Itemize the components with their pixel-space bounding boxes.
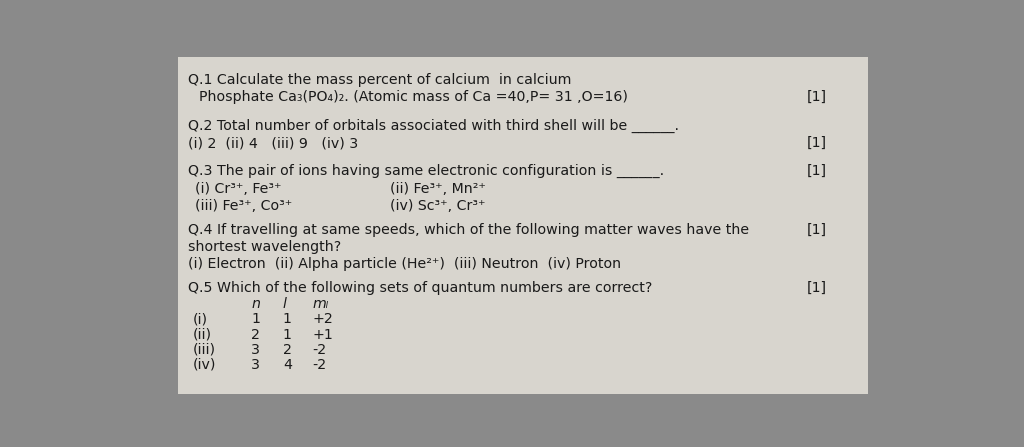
Text: [1]: [1] — [807, 90, 826, 104]
Text: Q.2 Total number of orbitals associated with third shell will be ______.: Q.2 Total number of orbitals associated … — [187, 119, 679, 133]
FancyBboxPatch shape — [178, 57, 868, 394]
Text: -2: -2 — [312, 358, 327, 372]
Text: 1: 1 — [251, 312, 260, 326]
Text: (ii) Fe³⁺, Mn²⁺: (ii) Fe³⁺, Mn²⁺ — [390, 182, 485, 196]
Text: [1]: [1] — [807, 223, 826, 237]
Text: Q.1 Calculate the mass percent of calcium  in calcium: Q.1 Calculate the mass percent of calciu… — [187, 72, 571, 87]
Text: 2: 2 — [283, 343, 292, 357]
Text: mₗ: mₗ — [312, 297, 329, 311]
Text: (i) Cr³⁺, Fe³⁺: (i) Cr³⁺, Fe³⁺ — [196, 182, 282, 196]
Text: +2: +2 — [312, 312, 333, 326]
Text: 1: 1 — [283, 312, 292, 326]
Text: [1]: [1] — [807, 281, 826, 295]
Text: Q.4 If travelling at same speeds, which of the following matter waves have the: Q.4 If travelling at same speeds, which … — [187, 223, 749, 237]
Text: (iii): (iii) — [194, 343, 216, 357]
Text: (i) Electron  (ii) Alpha particle (He²⁺)  (iii) Neutron  (iv) Proton: (i) Electron (ii) Alpha particle (He²⁺) … — [187, 257, 621, 271]
Text: [1]: [1] — [807, 164, 826, 178]
Text: Q.5 Which of the following sets of quantum numbers are correct?: Q.5 Which of the following sets of quant… — [187, 281, 652, 295]
Text: l: l — [283, 297, 287, 311]
Text: +1: +1 — [312, 328, 333, 342]
Text: [1]: [1] — [807, 136, 826, 150]
Text: (iv): (iv) — [194, 358, 216, 372]
Text: Phosphate Ca₃(PO₄)₂. (Atomic mass of Ca =40,P= 31 ,O=16): Phosphate Ca₃(PO₄)₂. (Atomic mass of Ca … — [200, 90, 629, 104]
Text: (i) 2  (ii) 4   (iii) 9   (iv) 3: (i) 2 (ii) 4 (iii) 9 (iv) 3 — [187, 136, 357, 150]
Text: shortest wavelength?: shortest wavelength? — [187, 240, 341, 254]
Text: Q.3 The pair of ions having same electronic configuration is ______.: Q.3 The pair of ions having same electro… — [187, 164, 664, 178]
Text: 1: 1 — [283, 328, 292, 342]
Text: (i): (i) — [194, 312, 208, 326]
Text: 2: 2 — [251, 328, 260, 342]
Text: 3: 3 — [251, 358, 260, 372]
Text: 3: 3 — [251, 343, 260, 357]
Text: (ii): (ii) — [194, 328, 212, 342]
Text: 4: 4 — [283, 358, 292, 372]
Text: (iv) Sc³⁺, Cr³⁺: (iv) Sc³⁺, Cr³⁺ — [390, 199, 485, 213]
Text: n: n — [251, 297, 260, 311]
Text: (iii) Fe³⁺, Co³⁺: (iii) Fe³⁺, Co³⁺ — [196, 199, 293, 213]
Text: -2: -2 — [312, 343, 327, 357]
